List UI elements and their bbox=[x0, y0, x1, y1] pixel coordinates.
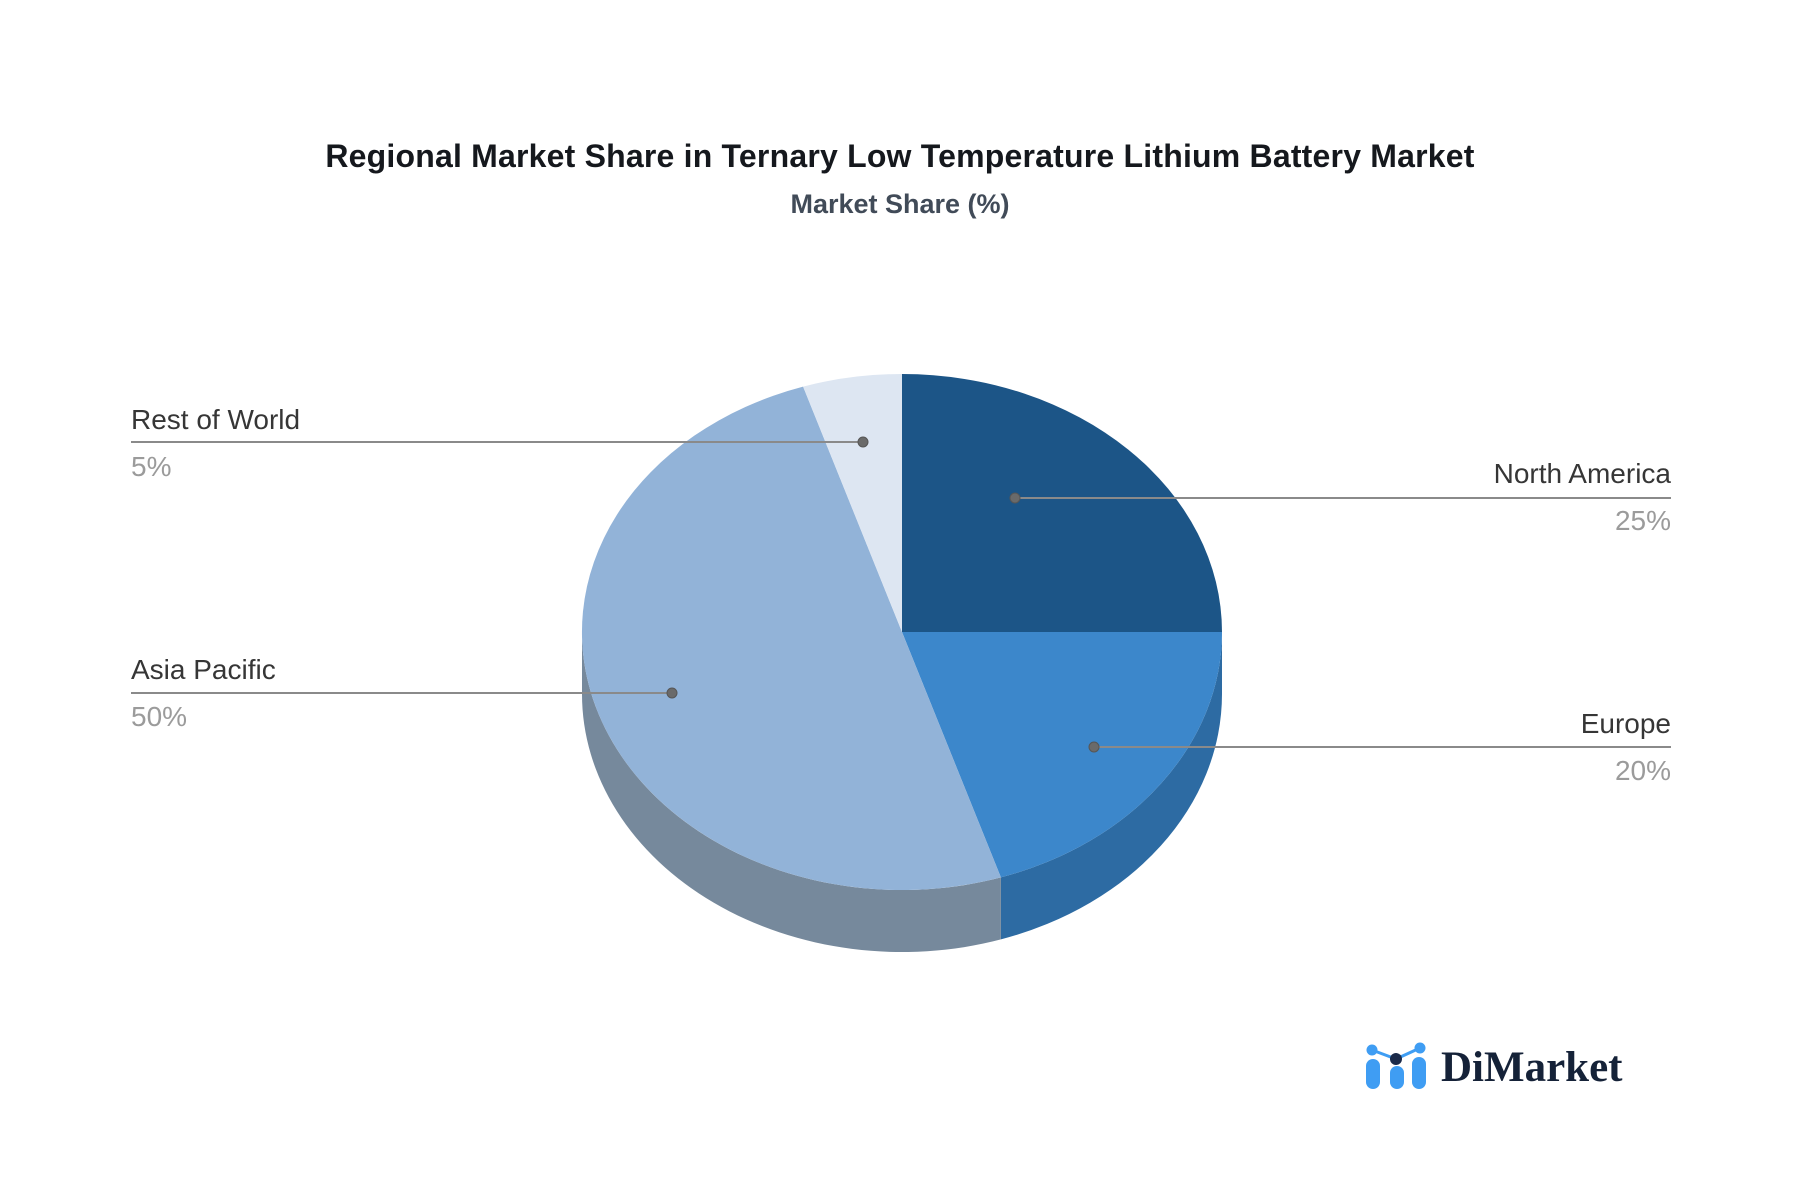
pie-side-europe bbox=[1000, 632, 1222, 940]
logo-bar-2 bbox=[1390, 1066, 1404, 1089]
slice-label-north-america: North America bbox=[1493, 458, 1671, 489]
logo-dot-right bbox=[1414, 1042, 1426, 1054]
slice-percent-europe: 20% bbox=[1614, 755, 1671, 786]
leader-dot-rest-of-world bbox=[857, 436, 869, 448]
slice-label-asia-pacific: Asia Pacific bbox=[131, 654, 276, 685]
leader-dot-europe bbox=[1088, 741, 1100, 753]
leader-lines bbox=[131, 441, 1671, 748]
chart-subtitle: Market Share (%) bbox=[790, 189, 1010, 219]
pie-slice-rest-of-world[interactable] bbox=[803, 373, 902, 632]
slice-label-europe: Europe bbox=[1580, 708, 1671, 739]
logo-bar-3 bbox=[1412, 1057, 1426, 1089]
pie-slice-europe[interactable] bbox=[902, 632, 1222, 878]
slice-percent-rest-of-world: 5% bbox=[131, 451, 172, 482]
leader-dot-north-america bbox=[1009, 492, 1021, 504]
leader-dots bbox=[666, 436, 1100, 753]
logo-dot-middle bbox=[1390, 1053, 1402, 1065]
logo-bar-chart-icon bbox=[1366, 1042, 1426, 1089]
logo-bar-1 bbox=[1366, 1059, 1380, 1089]
pie-slice-asia-pacific[interactable] bbox=[581, 386, 1001, 891]
pie-side-asia-pacific bbox=[582, 632, 1001, 953]
logo-text: DiMarket bbox=[1441, 1044, 1623, 1091]
slice-label-rest-of-world: Rest of World bbox=[131, 404, 301, 435]
logo-dot-left bbox=[1366, 1044, 1378, 1056]
pie-slice-north-america[interactable] bbox=[902, 374, 1222, 632]
slice-percent-north-america: 25% bbox=[1614, 505, 1671, 536]
page-title: Regional Market Share in Ternary Low Tem… bbox=[325, 138, 1475, 174]
slice-percent-asia-pacific: 50% bbox=[131, 701, 188, 732]
leader-dot-asia-pacific bbox=[666, 687, 678, 699]
brand-logo: DiMarket bbox=[1363, 1042, 1623, 1094]
